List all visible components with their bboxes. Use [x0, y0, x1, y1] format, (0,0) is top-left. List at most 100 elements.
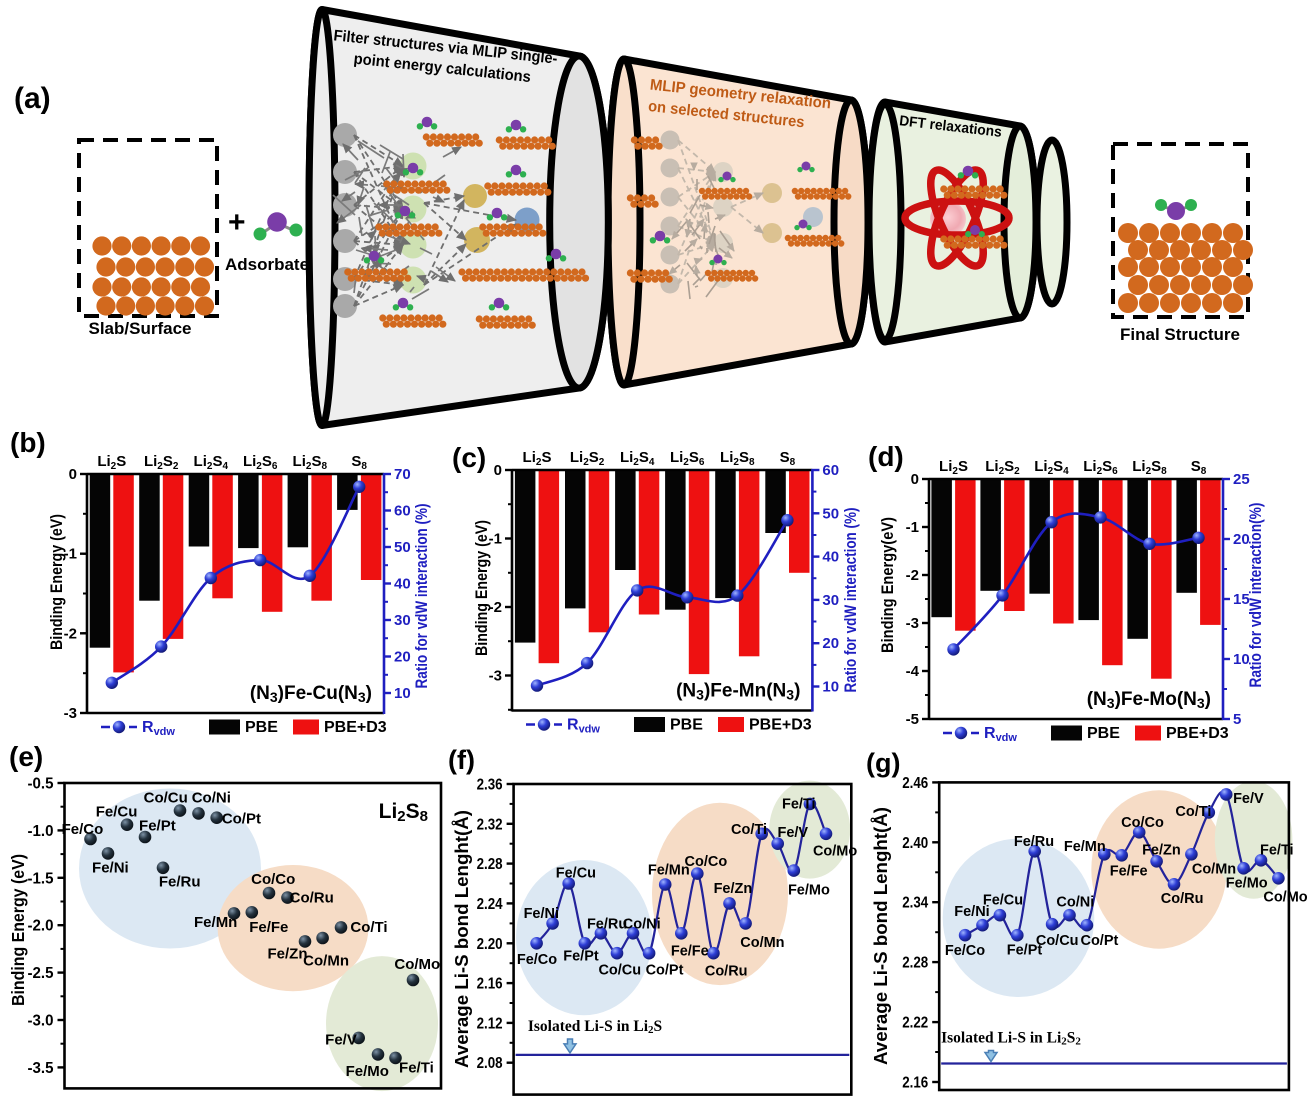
- svg-text:60: 60: [394, 503, 411, 520]
- svg-text:Isolated Li-S in Li2S2: Isolated Li-S in Li2S2: [941, 1030, 1081, 1048]
- svg-text:10: 10: [822, 679, 839, 696]
- svg-text:20: 20: [394, 649, 411, 666]
- svg-text:Fe/Zn: Fe/Zn: [268, 946, 308, 963]
- svg-text:Average Li-S bond Lenght(Å): Average Li-S bond Lenght(Å): [452, 810, 472, 1068]
- svg-text:Fe/Cu: Fe/Cu: [96, 804, 138, 821]
- svg-text:Fe/Mn: Fe/Mn: [1064, 839, 1106, 855]
- svg-text:2.46: 2.46: [902, 775, 928, 792]
- svg-text:PBE: PBE: [1087, 725, 1120, 742]
- svg-text:Co/Cu: Co/Cu: [1036, 933, 1079, 949]
- svg-text:Fe/Mn: Fe/Mn: [194, 914, 237, 931]
- svg-text:Co/Mn: Co/Mn: [740, 935, 784, 951]
- svg-text:Li2S4: Li2S4: [1034, 458, 1069, 477]
- svg-text:-2: -2: [489, 599, 502, 616]
- svg-text:Li2S4: Li2S4: [620, 449, 655, 468]
- svg-text:Li2S6: Li2S6: [670, 449, 705, 468]
- svg-text:0: 0: [69, 466, 77, 483]
- svg-text:Co/Mn: Co/Mn: [1192, 862, 1236, 878]
- svg-text:70: 70: [394, 466, 411, 483]
- svg-text:-1: -1: [906, 519, 919, 536]
- svg-text:Co/Mn: Co/Mn: [303, 953, 349, 970]
- svg-text:-3.0: -3.0: [28, 1013, 54, 1030]
- svg-text:Adsorbate: Adsorbate: [225, 255, 309, 274]
- svg-text:Average Li-S bond Lenght(Å): Average Li-S bond Lenght(Å): [871, 807, 891, 1065]
- svg-text:-2: -2: [906, 567, 919, 584]
- svg-text:Fe/Ni: Fe/Ni: [92, 860, 129, 877]
- svg-text:Binding Energy (eV): Binding Energy (eV): [8, 854, 28, 1006]
- svg-text:Co/Mo: Co/Mo: [813, 844, 857, 860]
- svg-text:Co/Co: Co/Co: [685, 854, 728, 870]
- svg-text:2.36: 2.36: [477, 777, 503, 794]
- svg-text:15: 15: [1233, 591, 1250, 608]
- svg-text:-3: -3: [489, 668, 502, 685]
- svg-text:40: 40: [822, 549, 839, 566]
- svg-text:Fe/Ni: Fe/Ni: [524, 906, 559, 922]
- svg-text:Co/Mo: Co/Mo: [394, 956, 440, 973]
- svg-text:-1.0: -1.0: [28, 823, 54, 840]
- svg-text:Binding Energy (eV): Binding Energy (eV): [47, 514, 66, 650]
- svg-text:Slab/Surface: Slab/Surface: [89, 319, 192, 338]
- svg-text:Li2S2: Li2S2: [985, 458, 1020, 477]
- svg-text:Co/Pt: Co/Pt: [222, 811, 261, 828]
- svg-text:30: 30: [394, 612, 411, 629]
- svg-text:Isolated Li-S in Li2S: Isolated Li-S in Li2S: [528, 1018, 662, 1036]
- svg-text:10: 10: [1233, 651, 1250, 668]
- svg-text:Co/Ti: Co/Ti: [350, 919, 387, 936]
- svg-text:PBE+D3: PBE+D3: [324, 719, 387, 736]
- svg-text:Co/Ru: Co/Ru: [1161, 891, 1204, 907]
- svg-text:(c): (c): [452, 442, 486, 473]
- svg-text:Fe/Ti: Fe/Ti: [782, 796, 816, 812]
- svg-text:20: 20: [1233, 531, 1250, 548]
- svg-text:Fe/Fe: Fe/Fe: [249, 919, 288, 936]
- svg-text:Binding Energy(eV): Binding Energy(eV): [878, 517, 897, 653]
- svg-text:Fe/Mo: Fe/Mo: [346, 1063, 389, 1080]
- svg-text:Li2S2: Li2S2: [570, 449, 605, 468]
- svg-text:30: 30: [822, 592, 839, 609]
- svg-text:Co/Pt: Co/Pt: [1080, 933, 1118, 949]
- svg-text:Fe/Pt: Fe/Pt: [139, 818, 176, 835]
- svg-text:Ratio for vdW interaction(%): Ratio for vdW interaction(%): [1246, 503, 1265, 688]
- svg-text:-3.5: -3.5: [28, 1060, 54, 1077]
- svg-text:Li2S: Li2S: [97, 453, 126, 472]
- svg-text:-3: -3: [64, 705, 77, 722]
- svg-text:50: 50: [822, 505, 839, 522]
- svg-text:(a): (a): [14, 82, 51, 115]
- svg-text:Li2S6: Li2S6: [1083, 458, 1118, 477]
- svg-text:Co/Ru: Co/Ru: [290, 889, 334, 906]
- svg-text:Fe/V: Fe/V: [325, 1031, 357, 1048]
- svg-text:PBE: PBE: [670, 717, 703, 734]
- svg-text:Fe/Pt: Fe/Pt: [563, 948, 599, 964]
- svg-text:Co/Ti: Co/Ti: [731, 822, 767, 838]
- svg-text:Li2S8: Li2S8: [293, 453, 328, 472]
- svg-text:+: +: [228, 206, 246, 239]
- svg-text:Fe/Ru: Fe/Ru: [1014, 834, 1054, 850]
- svg-text:(f): (f): [448, 745, 475, 775]
- svg-text:PBE+D3: PBE+D3: [749, 717, 812, 734]
- svg-text:2.32: 2.32: [477, 816, 503, 833]
- svg-text:Fe/Co: Fe/Co: [62, 821, 104, 838]
- svg-text:Co/Co: Co/Co: [1121, 815, 1164, 831]
- svg-text:Co/Mo: Co/Mo: [1263, 889, 1307, 905]
- svg-text:Li2S: Li2S: [523, 449, 552, 468]
- svg-text:(N3)Fe-Mo(N3): (N3)Fe-Mo(N3): [1087, 689, 1211, 711]
- svg-text:Fe/Ni: Fe/Ni: [954, 904, 989, 920]
- svg-text:0: 0: [494, 462, 502, 479]
- svg-text:Fe/Ti: Fe/Ti: [1260, 843, 1294, 859]
- svg-text:2.28: 2.28: [902, 955, 928, 972]
- svg-text:(b): (b): [10, 427, 46, 458]
- svg-text:Fe/Mn: Fe/Mn: [648, 862, 690, 878]
- svg-text:Fe/Ru: Fe/Ru: [159, 874, 201, 891]
- svg-text:-1: -1: [489, 531, 502, 548]
- svg-text:-2: -2: [64, 625, 77, 642]
- svg-text:Fe/Cu: Fe/Cu: [983, 893, 1023, 909]
- svg-text:Ratio for vdW interaction (%): Ratio for vdW interaction (%): [412, 504, 431, 689]
- svg-text:Li2S6: Li2S6: [243, 453, 278, 472]
- svg-text:2.34: 2.34: [902, 895, 928, 912]
- svg-text:Fe/Mo: Fe/Mo: [1226, 876, 1268, 892]
- svg-text:(e): (e): [9, 741, 43, 772]
- svg-text:PBE: PBE: [245, 719, 278, 736]
- svg-text:Fe/Fe: Fe/Fe: [1110, 863, 1148, 879]
- svg-text:5: 5: [1233, 711, 1241, 728]
- svg-text:Final Structure: Final Structure: [1120, 325, 1240, 344]
- svg-text:Co/Ti: Co/Ti: [1175, 804, 1211, 820]
